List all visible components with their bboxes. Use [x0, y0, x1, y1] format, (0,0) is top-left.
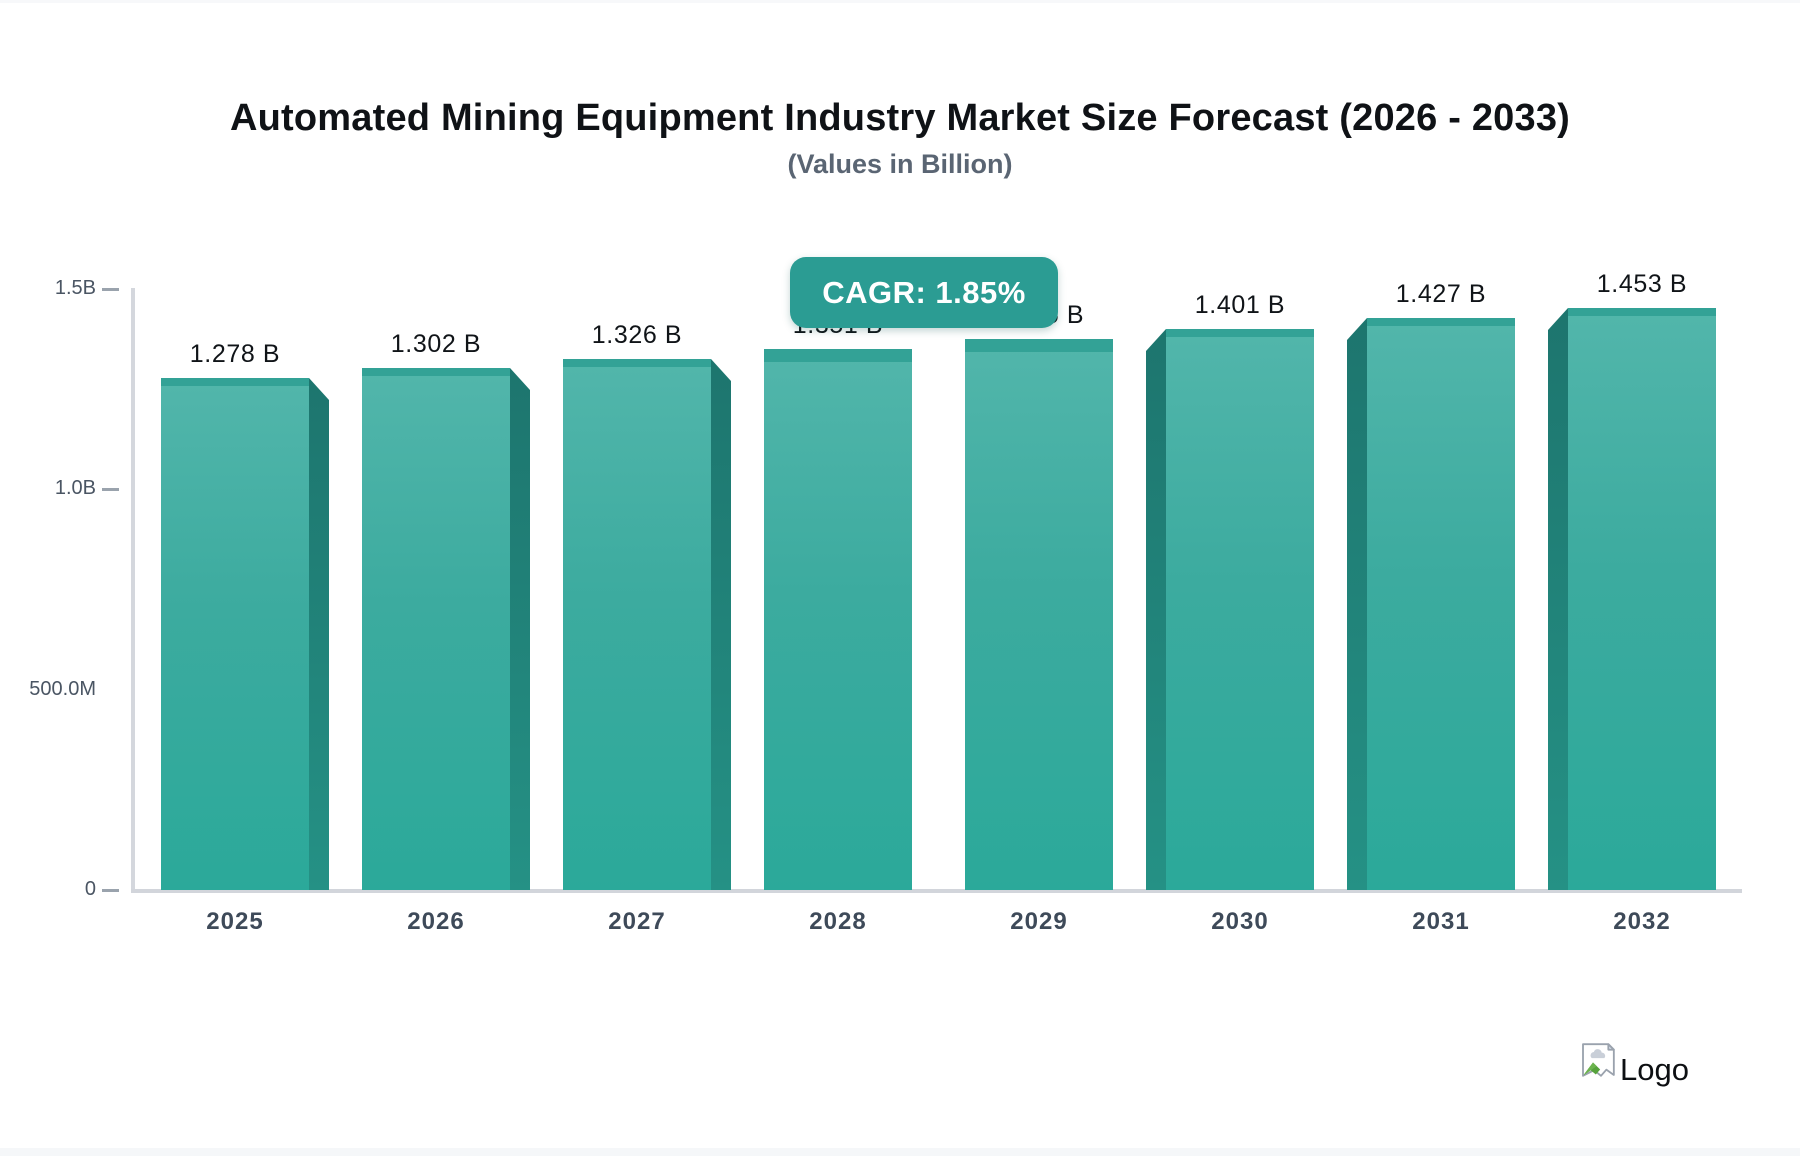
bar-2029: [965, 339, 1113, 890]
bar-face: [965, 339, 1113, 890]
bar-2026: [362, 368, 530, 890]
logo: Logo: [1578, 1039, 1689, 1086]
x-category-label-2032: 2032: [1613, 908, 1671, 935]
bar-2027: [563, 359, 731, 890]
bar-side-face: [309, 378, 329, 890]
x-category-label-2031: 2031: [1412, 908, 1470, 935]
bar-2030: [1146, 329, 1314, 890]
x-category-label-2027: 2027: [608, 908, 666, 935]
bar-value-label-2025: 1.278 B: [189, 340, 281, 368]
x-category-label-2028: 2028: [809, 908, 867, 935]
y-tick-label-500.0M: 500.0M: [29, 677, 96, 700]
bar-side-face: [1347, 318, 1367, 890]
bar-2031: [1347, 318, 1515, 890]
y-axis-line: [131, 287, 135, 893]
bar-value-label-2026: 1.302 B: [390, 330, 482, 358]
cagr-badge: CAGR: 1.85%: [790, 257, 1058, 328]
bar-top-face: [362, 368, 510, 376]
bar-top-face: [965, 339, 1113, 352]
bar-top-face: [1166, 329, 1314, 337]
bar-face: [563, 359, 711, 890]
y-tick-label-0: 0: [84, 878, 96, 900]
bar-2025: [161, 378, 329, 890]
cagr-badge-label: CAGR: 1.85%: [822, 274, 1026, 310]
bar-top-face: [1568, 308, 1716, 316]
y-tick-label-1.5B: 1.5B: [54, 276, 96, 299]
bar-face: [1568, 308, 1716, 890]
bar-top-face: [161, 378, 309, 386]
bar-top-face: [1367, 318, 1515, 326]
y-tick-mark: [102, 889, 119, 892]
bar-side-face: [1146, 329, 1166, 890]
chart-subtitle: (Values in Billion): [787, 149, 1013, 179]
bar-side-face: [1548, 308, 1568, 890]
chart-title: Automated Mining Equipment Industry Mark…: [229, 97, 1571, 139]
bar-value-label-2027: 1.326 B: [591, 321, 683, 349]
bar-side-face: [510, 368, 530, 890]
bar-face: [1367, 318, 1515, 890]
y-tick-mark: [102, 488, 119, 492]
bar-value-label-2031: 1.427 B: [1395, 280, 1487, 308]
x-axis-line: [131, 889, 1742, 893]
bar-top-face: [563, 359, 711, 367]
bar-face: [362, 368, 510, 890]
bar-side-face: [711, 359, 731, 890]
x-category-label-2029: 2029: [1010, 908, 1068, 935]
bar-top-face: [764, 349, 912, 362]
broken-image-icon: [1578, 1039, 1618, 1086]
logo-text: Logo: [1620, 1052, 1689, 1087]
y-tick-mark: [102, 287, 119, 291]
bar-face: [1166, 329, 1314, 890]
bar-2032: [1548, 308, 1716, 890]
bar-value-label-2032: 1.453 B: [1596, 270, 1688, 298]
bar-value-label-2030: 1.401 B: [1194, 291, 1286, 319]
x-category-label-2026: 2026: [407, 908, 465, 935]
y-tick-label-1.0B: 1.0B: [54, 477, 96, 500]
bar-face: [161, 378, 309, 890]
bar-2028: [764, 349, 912, 890]
x-category-label-2025: 2025: [206, 908, 264, 935]
x-category-label-2030: 2030: [1211, 908, 1269, 935]
bar-face: [764, 349, 912, 890]
